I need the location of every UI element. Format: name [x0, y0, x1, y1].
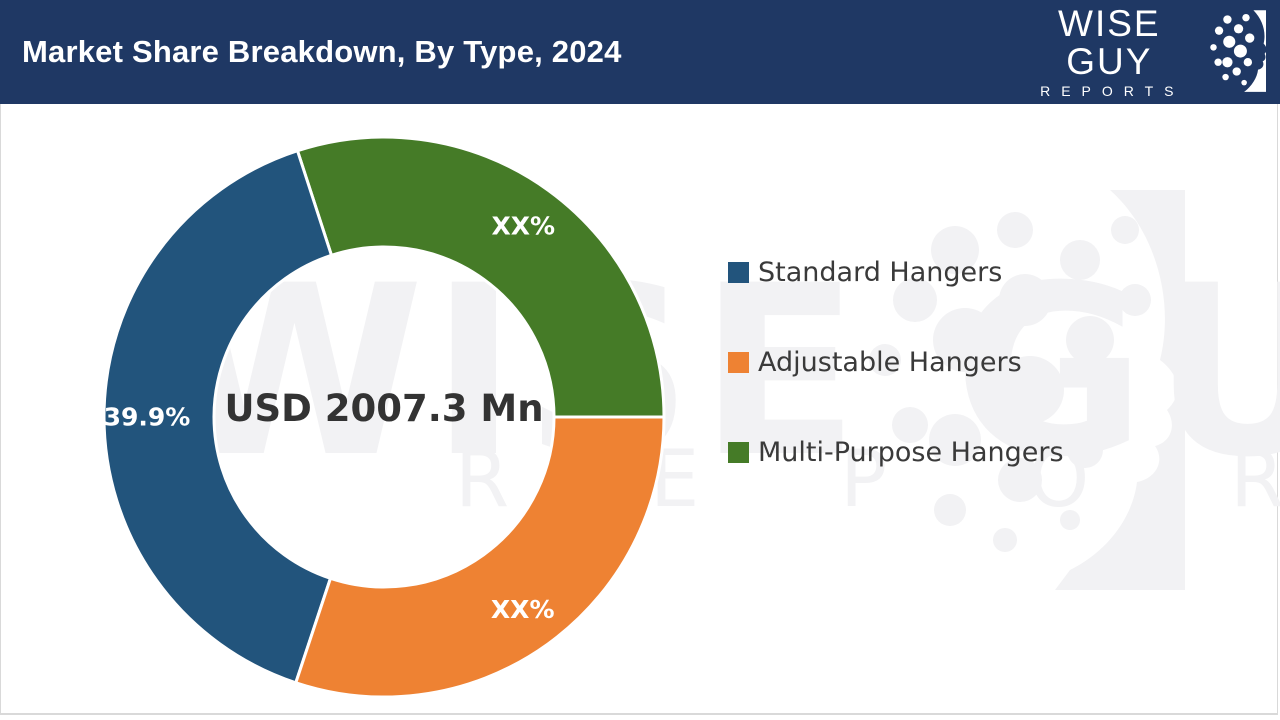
legend-swatch-adjustable-icon	[728, 351, 749, 373]
slice-label-standard-hangers: 39.9%	[104, 402, 191, 431]
logo-head-icon	[1209, 10, 1266, 92]
donut-slice-multi-purpose-hangers	[295, 135, 666, 419]
header-bar: Market Share Breakdown, By Type, 2024 WI…	[0, 0, 1280, 104]
logo-subtitle: REPORTS	[1040, 83, 1185, 99]
legend-item-adjustable-hangers: Adjustable Hangers	[728, 344, 1064, 380]
legend-item-multi-purpose-hangers: Multi-Purpose Hangers	[728, 434, 1064, 470]
legend-swatch-standard-icon	[728, 261, 749, 283]
wise-guy-reports-logo: WISE GUY REPORTS	[1016, 3, 1266, 100]
slice-label-adjustable-hangers: XX%	[491, 595, 555, 624]
donut-center-label: USD 2007.3 Mn	[224, 387, 543, 430]
logo-text: WISE GUY REPORTS	[1016, 3, 1203, 100]
legend-label: Adjustable Hangers	[758, 346, 1022, 378]
page-title: Market Share Breakdown, By Type, 2024	[22, 34, 622, 69]
legend-label: Multi-Purpose Hangers	[758, 436, 1064, 468]
donut-slice-standard-hangers	[102, 149, 333, 685]
slice-label-multi-purpose-hangers: XX%	[492, 211, 556, 240]
legend-label: Standard Hangers	[758, 256, 1003, 288]
legend-swatch-multi-purpose-icon	[728, 441, 749, 463]
watermark-head-icon	[869, 190, 1185, 590]
logo-wordmark: WISE GUY	[1058, 3, 1161, 82]
legend-item-standard-hangers: Standard Hangers	[728, 254, 1064, 290]
chart-legend: Standard Hangers Adjustable Hangers Mult…	[728, 254, 1064, 524]
donut-slice-adjustable-hangers	[294, 415, 666, 699]
